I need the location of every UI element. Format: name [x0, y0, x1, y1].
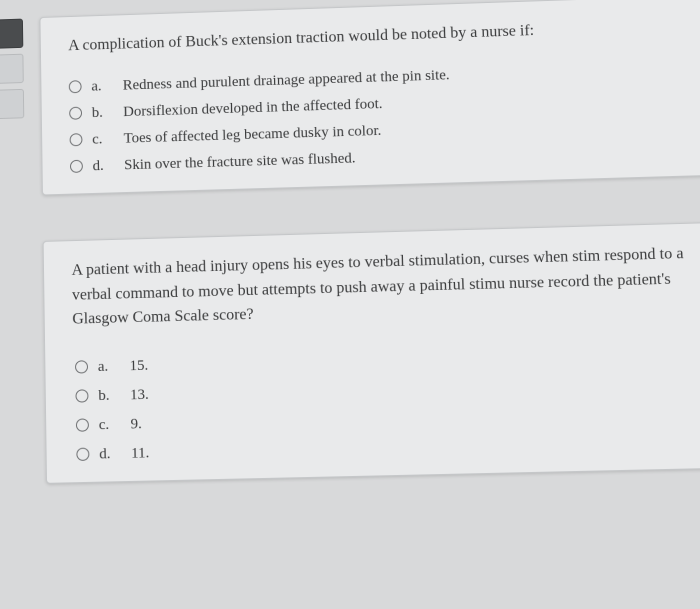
option-text: 13.: [130, 387, 149, 405]
option-letter: a.: [98, 359, 120, 377]
radio-icon[interactable]: [70, 133, 83, 146]
option-letter: d.: [99, 446, 121, 464]
option-letter: d.: [93, 158, 115, 175]
question-card-1: A complication of Buck's extension tract…: [39, 0, 700, 195]
option-text: Skin over the fracture site was flushed.: [124, 150, 356, 174]
side-blocks: [0, 19, 24, 120]
radio-icon[interactable]: [76, 419, 89, 432]
radio-icon[interactable]: [69, 80, 82, 93]
option-letter: c.: [99, 417, 121, 435]
question-card-2: A patient with a head injury opens his e…: [43, 221, 700, 484]
option-a[interactable]: a. 15.: [75, 343, 700, 377]
option-text: 15.: [129, 358, 148, 376]
option-text: Dorsiflexion developed in the affected f…: [123, 96, 383, 121]
option-b[interactable]: b. 13.: [75, 372, 700, 406]
radio-icon[interactable]: [69, 106, 82, 119]
option-list: a. Redness and purulent drainage appeare…: [69, 58, 700, 176]
radio-icon[interactable]: [75, 360, 88, 373]
side-block: [0, 19, 23, 50]
option-c[interactable]: c. 9.: [76, 402, 700, 435]
option-letter: c.: [92, 131, 114, 148]
option-d[interactable]: d. 11.: [76, 431, 700, 464]
option-text: 9.: [130, 416, 141, 433]
question-prompt: A complication of Buck's extension tract…: [68, 14, 700, 59]
side-block: [0, 54, 24, 85]
side-block: [0, 89, 24, 120]
option-text: Toes of affected leg became dusky in col…: [124, 123, 382, 148]
option-letter: b.: [98, 388, 120, 406]
radio-icon[interactable]: [75, 389, 88, 402]
question-prompt: A patient with a head injury opens his e…: [71, 241, 700, 333]
option-list: a. 15. b. 13. c. 9. d. 11.: [73, 343, 700, 465]
option-text: 11.: [131, 445, 149, 463]
option-text: Redness and purulent drainage appeared a…: [123, 67, 450, 94]
radio-icon[interactable]: [70, 160, 83, 173]
option-letter: b.: [92, 104, 114, 121]
radio-icon[interactable]: [76, 448, 89, 461]
option-letter: a.: [91, 78, 113, 95]
